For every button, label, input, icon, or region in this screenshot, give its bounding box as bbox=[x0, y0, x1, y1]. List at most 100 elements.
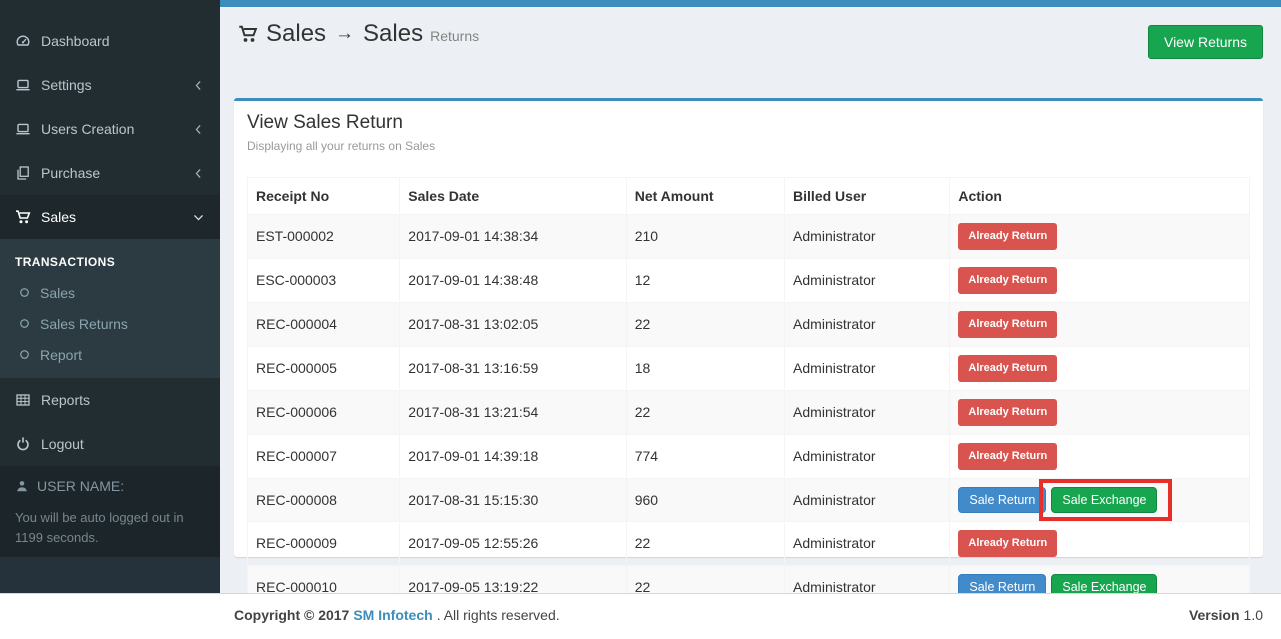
table-row: EST-000002 2017-09-01 14:38:34 210 Administ… bbox=[246, 214, 1250, 259]
laptop-icon bbox=[15, 77, 31, 93]
sales-date-cell: 2017-08-31 13:16:59 bbox=[399, 346, 627, 391]
net-amount-cell: 210 bbox=[625, 214, 786, 259]
user-panel: USER NAME: You will be auto logged out i… bbox=[0, 466, 220, 557]
table-row: REC-000008 2017-08-31 15:15:30 960 Administ… bbox=[246, 478, 1250, 522]
receipt-no-cell: EST-000002 bbox=[246, 214, 401, 259]
sidebar-subitem-label: Sales bbox=[40, 284, 76, 301]
user-name-label: USER NAME: bbox=[37, 478, 125, 494]
action-cell: Already Return bbox=[949, 214, 1250, 259]
sidebar-nav: Dashboard Settings Users Creation Purchase S… bbox=[0, 0, 220, 466]
billed-user-cell: Administrator bbox=[784, 302, 951, 347]
table-header-row: Receipt No Sales Date Net Amount Billed Use… bbox=[246, 177, 1250, 215]
billed-user-cell: Administrator bbox=[784, 390, 951, 435]
sidebar-item-logout[interactable]: Logout bbox=[0, 422, 220, 466]
page-title: Sales bbox=[363, 20, 424, 47]
top-accent-bar bbox=[220, 0, 1281, 7]
page-header: Sales → Sales Returns View Returns bbox=[220, 7, 1281, 77]
sale-return-button[interactable]: Sale Return bbox=[958, 487, 1047, 513]
action-cell: Already Return bbox=[949, 434, 1250, 479]
sidebar-subitem-sales[interactable]: Sales bbox=[0, 277, 220, 308]
table-row: REC-000010 2017-09-05 13:19:22 22 Administr… bbox=[246, 565, 1250, 609]
sidebar-item-label: Reports bbox=[41, 392, 91, 408]
receipt-no-cell: REC-000009 bbox=[246, 521, 401, 566]
billed-user-cell: Administrator bbox=[784, 346, 951, 391]
column-header-sales-date: Sales Date bbox=[399, 177, 627, 215]
sidebar-item-sales[interactable]: Sales bbox=[0, 195, 220, 239]
main-content: Sales → Sales Returns View Returns View … bbox=[220, 7, 1281, 609]
receipt-no-cell: ESC-000003 bbox=[246, 258, 401, 303]
sidebar-item-label: Dashboard bbox=[41, 33, 110, 49]
table-row: REC-000009 2017-09-05 12:55:26 22 Administr… bbox=[246, 521, 1250, 566]
chevron-left-icon bbox=[192, 123, 205, 136]
already-return-badge: Already Return bbox=[958, 399, 1058, 426]
cart-icon bbox=[238, 24, 258, 44]
net-amount-cell: 22 bbox=[625, 390, 786, 435]
net-amount-cell: 22 bbox=[625, 302, 786, 347]
net-amount-cell: 22 bbox=[625, 521, 786, 566]
sidebar-item-settings[interactable]: Settings bbox=[0, 63, 220, 107]
sales-date-cell: 2017-08-31 13:21:54 bbox=[399, 390, 627, 435]
footer: Copyright © 2017 SM Infotech. All rights … bbox=[0, 593, 1281, 639]
company-link[interactable]: SM Infotech bbox=[353, 607, 433, 623]
copy-icon bbox=[15, 165, 31, 181]
table-row: REC-000006 2017-08-31 13:21:54 22 Administr… bbox=[246, 390, 1250, 435]
sale-exchange-button[interactable]: Sale Exchange bbox=[1051, 487, 1158, 513]
sidebar-item-label: Sales bbox=[41, 209, 77, 225]
circle-icon bbox=[18, 317, 31, 330]
sidebar-item-purchase[interactable]: Purchase bbox=[0, 151, 220, 195]
panel-header: View Sales Return Displaying all your re… bbox=[234, 101, 1263, 153]
sidebar-item-label: Settings bbox=[41, 77, 92, 93]
action-cell: Already Return bbox=[949, 302, 1250, 347]
sidebar-item-label: Users Creation bbox=[41, 121, 135, 137]
receipt-no-cell: REC-000004 bbox=[246, 302, 401, 347]
table-row: REC-000004 2017-08-31 13:02:05 22 Administr… bbox=[246, 302, 1250, 347]
billed-user-cell: Administrator bbox=[784, 478, 951, 522]
sidebar-subitem-sales-returns[interactable]: Sales Returns bbox=[0, 308, 220, 339]
already-return-badge: Already Return bbox=[958, 223, 1058, 250]
auto-logout-note: You will be auto logged out in 1199 seco… bbox=[15, 510, 184, 546]
version-text: Version 1.0 bbox=[1188, 607, 1263, 623]
copyright-text: Copyright © 2017 SM Infotech. All rights … bbox=[234, 607, 560, 623]
action-cell: Sale Return Sale Exchange bbox=[949, 478, 1250, 522]
breadcrumb: Sales → Sales Returns bbox=[238, 20, 479, 48]
panel-title: View Sales Return bbox=[247, 112, 403, 133]
sidebar-item-reports[interactable]: Reports bbox=[0, 378, 220, 422]
user-icon bbox=[15, 479, 29, 493]
column-header-action: Action bbox=[949, 177, 1250, 215]
table-row: REC-000005 2017-08-31 13:16:59 18 Administr… bbox=[246, 346, 1250, 391]
action-cell: Already Return bbox=[949, 346, 1250, 391]
column-header-receipt-no: Receipt No bbox=[246, 177, 401, 215]
panel-subtitle: Displaying all your returns on Sales bbox=[247, 139, 436, 153]
sales-date-cell: 2017-09-05 12:55:26 bbox=[399, 521, 627, 566]
sidebar-subitem-report[interactable]: Report bbox=[0, 339, 220, 370]
highlight-rectangle: Sale Exchange bbox=[1039, 479, 1173, 521]
sales-submenu: TRANSACTIONS Sales Sales Returns Report bbox=[0, 239, 220, 378]
billed-user-cell: Administrator bbox=[784, 434, 951, 479]
sales-date-cell: 2017-09-01 14:39:18 bbox=[399, 434, 627, 479]
circle-icon bbox=[18, 348, 31, 361]
net-amount-cell: 774 bbox=[625, 434, 786, 479]
already-return-badge: Already Return bbox=[958, 311, 1058, 338]
sidebar-item-label: Purchase bbox=[41, 165, 101, 181]
sales-date-cell: 2017-09-01 14:38:48 bbox=[399, 258, 627, 303]
breadcrumb-sales: Sales bbox=[266, 20, 327, 47]
table-row: REC-000007 2017-09-01 14:39:18 774 Administ… bbox=[246, 434, 1250, 479]
sales-return-panel: View Sales Return Displaying all your re… bbox=[234, 98, 1263, 609]
view-returns-button[interactable]: View Returns bbox=[1147, 25, 1263, 59]
table-row: ESC-000003 2017-09-01 14:38:48 12 Administr… bbox=[246, 258, 1250, 303]
laptop-icon bbox=[15, 121, 31, 137]
table-icon bbox=[15, 392, 31, 408]
sidebar-item-users-creation[interactable]: Users Creation bbox=[0, 107, 220, 151]
transactions-section-label: TRANSACTIONS bbox=[15, 255, 116, 269]
column-header-billed-user: Billed User bbox=[784, 177, 951, 215]
table-body: EST-000002 2017-09-01 14:38:34 210 Administ… bbox=[246, 214, 1250, 609]
billed-user-cell: Administrator bbox=[784, 214, 951, 259]
sidebar-item-dashboard[interactable]: Dashboard bbox=[0, 19, 220, 63]
already-return-badge: Already Return bbox=[958, 530, 1058, 557]
sales-date-cell: 2017-08-31 13:02:05 bbox=[399, 302, 627, 347]
power-icon bbox=[15, 436, 31, 452]
sales-date-cell: 2017-08-31 15:15:30 bbox=[399, 478, 627, 522]
billed-user-cell: Administrator bbox=[784, 258, 951, 303]
chevron-down-icon bbox=[192, 211, 205, 224]
action-cell: Already Return bbox=[949, 258, 1250, 303]
